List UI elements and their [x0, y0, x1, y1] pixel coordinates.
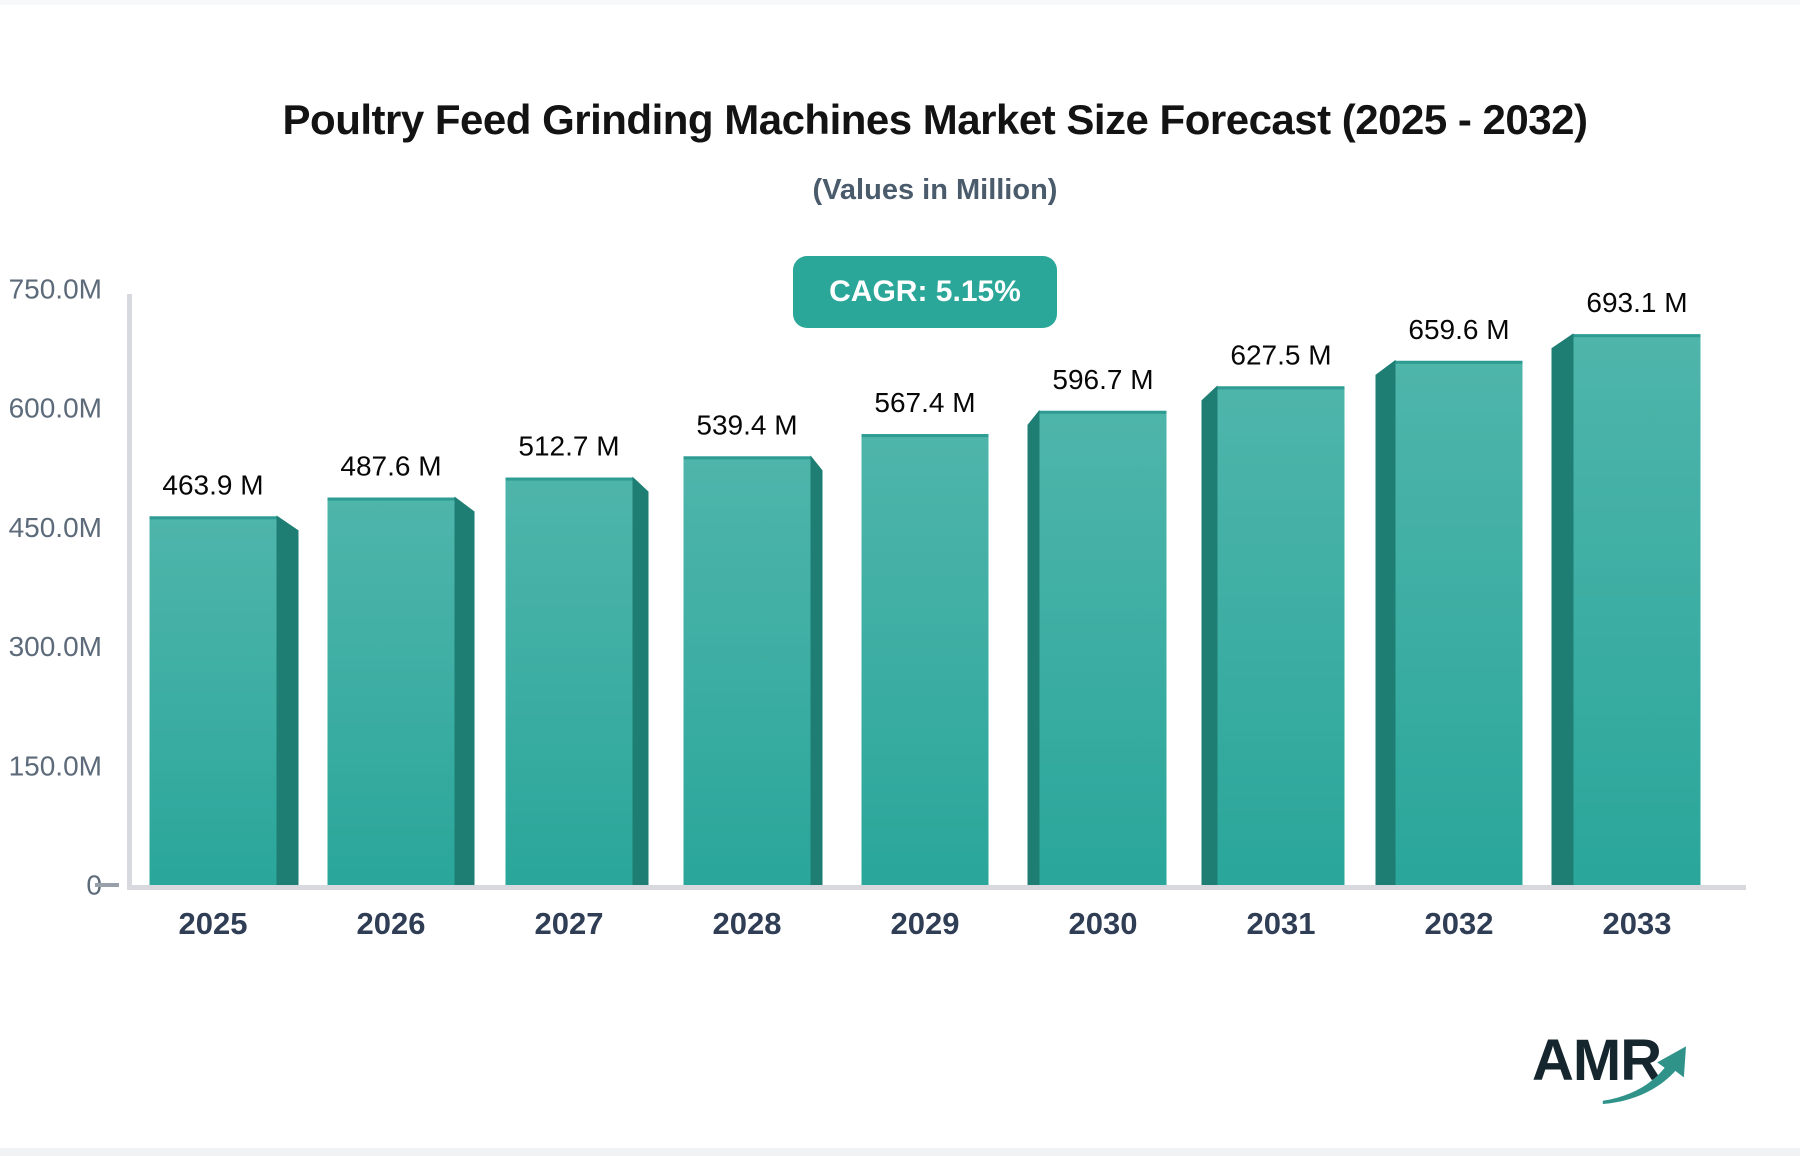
- bar-top-edge-2028: [683, 456, 811, 460]
- bar-side-2025: [276, 515, 299, 885]
- bar-2025: [149, 516, 277, 885]
- value-label-2033: 693.1 M: [1586, 287, 1687, 318]
- bar-side-2033: [1551, 333, 1574, 885]
- x-tick-label-2028: 2028: [713, 906, 782, 941]
- x-tick-label-2032: 2032: [1425, 906, 1494, 941]
- bar-top-edge-2033: [1573, 334, 1701, 338]
- value-label-2031: 627.5 M: [1230, 339, 1331, 370]
- y-tick-label-600: 600.0M: [9, 393, 102, 424]
- bar-2032: [1395, 360, 1523, 885]
- bar-top-edge-2032: [1395, 360, 1523, 364]
- x-tick-label-2025: 2025: [179, 906, 248, 941]
- bar-2029: [861, 434, 989, 885]
- y-tick-label-750: 750.0M: [9, 274, 102, 305]
- bar-2028: [683, 456, 811, 885]
- bar-side-2028: [810, 455, 823, 885]
- value-label-2032: 659.6 M: [1408, 314, 1509, 345]
- bar-top-edge-2026: [327, 497, 455, 501]
- bar-top-edge-2027: [505, 477, 633, 481]
- y-tick-label-0: 0: [86, 870, 102, 901]
- bar-side-2026: [454, 496, 475, 885]
- value-label-2027: 512.7 M: [518, 431, 619, 462]
- bar-top-edge-2030: [1039, 410, 1167, 414]
- bar-2033: [1573, 334, 1701, 885]
- bar-side-2027: [632, 476, 649, 885]
- bar-top-edge-2025: [149, 516, 277, 520]
- bar-top-edge-2031: [1217, 386, 1345, 390]
- value-label-2025: 463.9 M: [162, 469, 263, 500]
- amr-logo: AMR: [1532, 1032, 1722, 1112]
- bar-side-2032: [1375, 359, 1396, 885]
- x-tick-label-2026: 2026: [357, 906, 426, 941]
- value-label-2030: 596.7 M: [1052, 364, 1153, 395]
- x-tick-label-2030: 2030: [1069, 906, 1138, 941]
- y-tick-label-450: 450.0M: [9, 512, 102, 543]
- value-label-2029: 567.4 M: [874, 387, 975, 418]
- x-tick-label-2031: 2031: [1247, 906, 1316, 941]
- bar-2030: [1039, 410, 1167, 885]
- x-tick-label-2027: 2027: [535, 906, 604, 941]
- chart-title: Poultry Feed Grinding Machines Market Si…: [282, 96, 1588, 143]
- y-axis-zero-tick: [95, 883, 119, 887]
- y-axis-line: [127, 294, 132, 890]
- bar-side-2030: [1027, 409, 1040, 885]
- chart-subtitle: (Values in Million): [812, 174, 1058, 206]
- amr-logo-text: AMR: [1532, 1028, 1662, 1093]
- x-axis-line: [127, 885, 1746, 890]
- x-tick-label-2029: 2029: [891, 906, 960, 941]
- bar-2027: [505, 477, 633, 885]
- bar-2026: [327, 497, 455, 885]
- cagr-badge: CAGR: 5.15%: [793, 256, 1057, 328]
- bottom-edge-strip: [0, 1148, 1800, 1156]
- growth-arrow-icon: [1602, 1046, 1686, 1104]
- value-label-2026: 487.6 M: [340, 451, 441, 482]
- bar-2031: [1217, 386, 1345, 885]
- y-tick-label-300: 300.0M: [9, 631, 102, 662]
- value-label-2028: 539.4 M: [696, 409, 797, 440]
- x-tick-label-2033: 2033: [1603, 906, 1672, 941]
- bar-top-edge-2029: [861, 434, 989, 438]
- top-edge-strip: [0, 0, 1800, 5]
- bar-side-2031: [1201, 385, 1218, 885]
- y-tick-label-150: 150.0M: [9, 750, 102, 781]
